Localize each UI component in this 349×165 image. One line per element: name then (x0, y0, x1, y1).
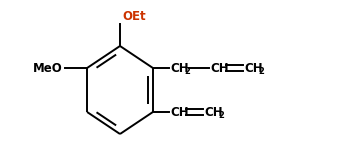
Text: MeO: MeO (34, 62, 63, 75)
Text: CH: CH (210, 62, 229, 75)
Text: CH: CH (170, 62, 188, 75)
Text: 2: 2 (258, 67, 264, 77)
Text: CH: CH (204, 105, 223, 118)
Text: CH: CH (170, 105, 188, 118)
Text: CH: CH (244, 62, 262, 75)
Text: OEt: OEt (122, 10, 146, 23)
Text: 2: 2 (184, 67, 190, 77)
Text: 2: 2 (218, 112, 224, 120)
